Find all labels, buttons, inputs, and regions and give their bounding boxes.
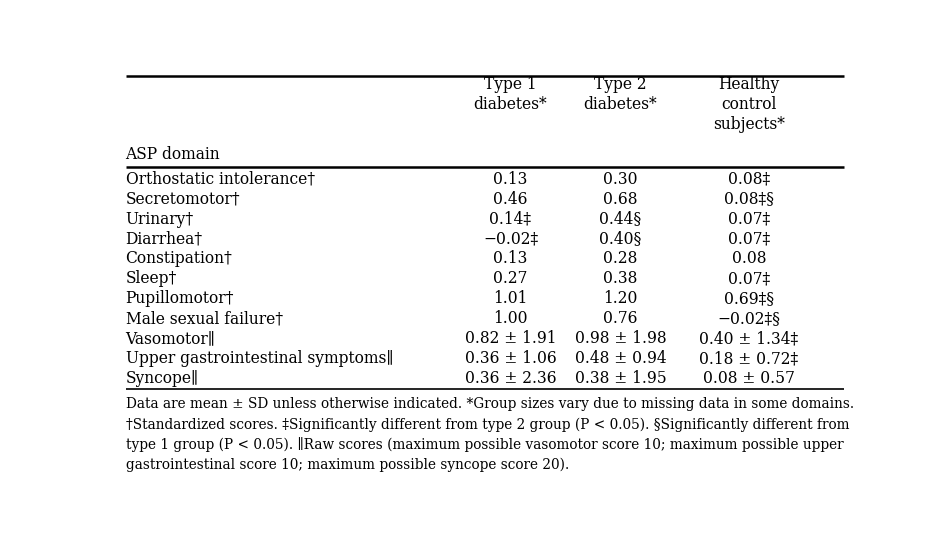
Text: type 1 group (P < 0.05). ∥Raw scores (maximum possible vasomotor score 10; maxim: type 1 group (P < 0.05). ∥Raw scores (ma… — [126, 437, 843, 453]
Text: gastrointestinal score 10; maximum possible syncope score 20).: gastrointestinal score 10; maximum possi… — [126, 458, 569, 472]
Text: Data are mean ± SD unless otherwise indicated. *Group sizes vary due to missing : Data are mean ± SD unless otherwise indi… — [126, 397, 853, 411]
Text: †Standardized scores. ‡Significantly different from type 2 group (P < 0.05). §Si: †Standardized scores. ‡Significantly dif… — [126, 417, 850, 432]
Text: −0.02‡: −0.02‡ — [482, 231, 538, 248]
Text: Healthy
control
subjects*: Healthy control subjects* — [713, 76, 784, 133]
Text: 0.36 ± 2.36: 0.36 ± 2.36 — [464, 370, 556, 387]
Text: Secretomotor†: Secretomotor† — [126, 191, 240, 208]
Text: 0.38: 0.38 — [604, 270, 638, 287]
Text: 0.69‡§: 0.69‡§ — [724, 290, 774, 307]
Text: 0.08‡: 0.08‡ — [727, 170, 770, 187]
Text: 0.07‡: 0.07‡ — [727, 231, 770, 248]
Text: Type 1
diabetes*: Type 1 diabetes* — [474, 76, 548, 113]
Text: Diarrhea†: Diarrhea† — [126, 231, 202, 248]
Text: Sleep†: Sleep† — [126, 270, 177, 287]
Text: 0.44§: 0.44§ — [600, 210, 641, 227]
Text: ASP domain: ASP domain — [126, 146, 220, 163]
Text: 0.76: 0.76 — [604, 310, 638, 327]
Text: Type 2
diabetes*: Type 2 diabetes* — [584, 76, 657, 113]
Text: 0.08‡§: 0.08‡§ — [724, 191, 774, 208]
Text: Upper gastrointestinal symptoms∥: Upper gastrointestinal symptoms∥ — [126, 350, 394, 367]
Text: Syncope∥: Syncope∥ — [126, 370, 199, 387]
Text: 0.07‡: 0.07‡ — [727, 210, 770, 227]
Text: 0.48 ± 0.94: 0.48 ± 0.94 — [574, 350, 666, 367]
Text: 1.01: 1.01 — [493, 290, 528, 307]
Text: Urinary†: Urinary† — [126, 210, 194, 227]
Text: Orthostatic intolerance†: Orthostatic intolerance† — [126, 170, 315, 187]
Text: 0.14‡: 0.14‡ — [489, 210, 532, 227]
Text: 1.20: 1.20 — [604, 290, 638, 307]
Text: 1.00: 1.00 — [493, 310, 528, 327]
Text: 0.18 ± 0.72‡: 0.18 ± 0.72‡ — [699, 350, 798, 367]
Text: 0.40 ± 1.34‡: 0.40 ± 1.34‡ — [699, 330, 798, 347]
Text: 0.07‡: 0.07‡ — [727, 270, 770, 287]
Text: 0.08 ± 0.57: 0.08 ± 0.57 — [703, 370, 795, 387]
Text: 0.46: 0.46 — [493, 191, 528, 208]
Text: 0.28: 0.28 — [604, 250, 638, 267]
Text: 0.13: 0.13 — [493, 250, 528, 267]
Text: 0.40§: 0.40§ — [599, 231, 641, 248]
Text: −0.02‡§: −0.02‡§ — [717, 310, 780, 327]
Text: 0.82 ± 1.91: 0.82 ± 1.91 — [464, 330, 556, 347]
Text: 0.27: 0.27 — [493, 270, 528, 287]
Text: 0.30: 0.30 — [604, 170, 638, 187]
Text: 0.13: 0.13 — [493, 170, 528, 187]
Text: 0.98 ± 1.98: 0.98 ± 1.98 — [574, 330, 666, 347]
Text: 0.68: 0.68 — [604, 191, 638, 208]
Text: Male sexual failure†: Male sexual failure† — [126, 310, 283, 327]
Text: 0.08: 0.08 — [731, 250, 766, 267]
Text: 0.36 ± 1.06: 0.36 ± 1.06 — [464, 350, 556, 367]
Text: Constipation†: Constipation† — [126, 250, 233, 267]
Text: Pupillomotor†: Pupillomotor† — [126, 290, 234, 307]
Text: Vasomotor∥: Vasomotor∥ — [126, 330, 216, 347]
Text: 0.38 ± 1.95: 0.38 ± 1.95 — [574, 370, 666, 387]
